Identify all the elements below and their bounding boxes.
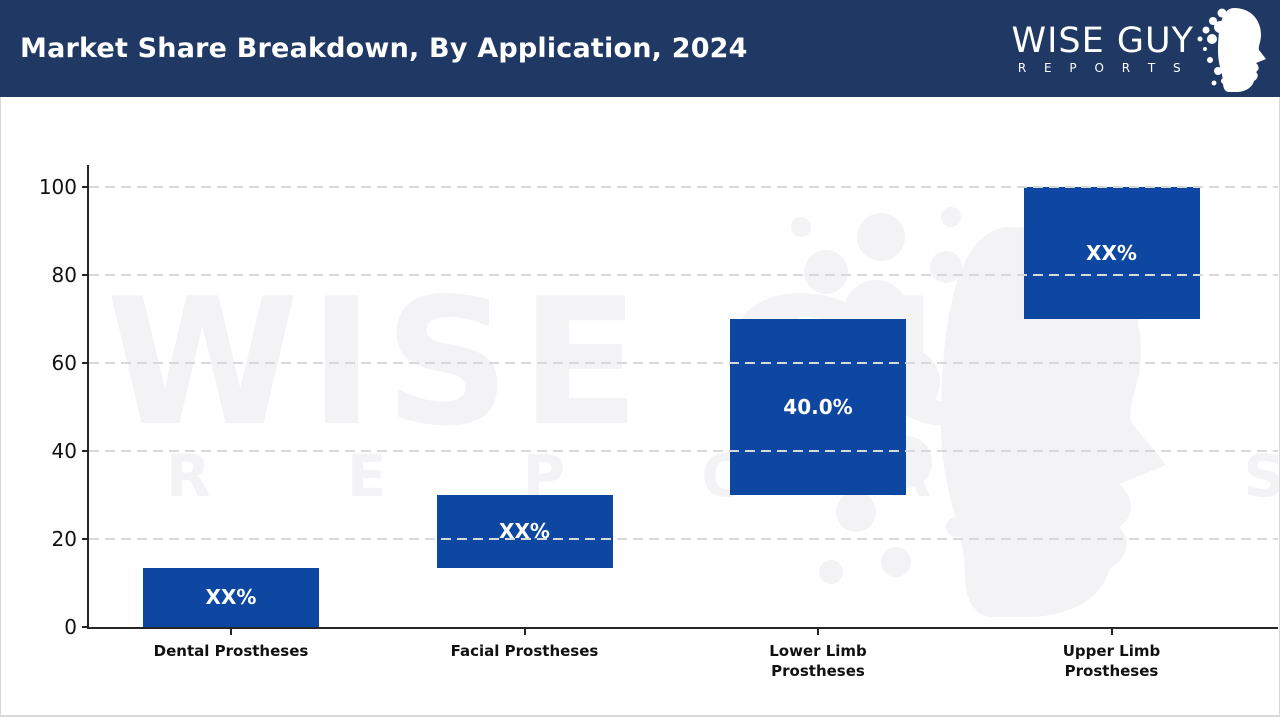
x-axis-spine (87, 627, 1278, 629)
y-axis-spine (87, 165, 89, 629)
gridline-y100 (89, 186, 1278, 188)
ytick-label-y60: 60 (51, 351, 77, 375)
xcat-label-0: Dental Prostheses (153, 642, 309, 660)
wise-guy-reports-logo: WISE GUY R E P O R T S (1011, 0, 1268, 97)
ytick-mark-y20 (82, 538, 89, 540)
ytick-label-y20: 20 (51, 527, 77, 551)
logo-face-icon (1197, 7, 1266, 92)
xcat-label-3: Upper Limb Prostheses (1062, 642, 1161, 681)
gridline-y80 (89, 274, 1278, 276)
ytick-mark-y100 (82, 186, 89, 188)
ytick-label-y0: 0 (64, 615, 77, 639)
bar-value-label-upper-limb-prostheses: XX% (1086, 241, 1137, 265)
gridline-y60 (89, 362, 1278, 364)
xtick-mark-0 (230, 628, 232, 635)
logo-wordmark: WISE GUY (1011, 20, 1194, 61)
ytick-mark-y0 (82, 626, 89, 628)
bar-value-label-facial-prostheses: XX% (499, 519, 550, 544)
bar-facial-prostheses (436, 495, 613, 568)
logo-text: WISE GUY R E P O R T S (1011, 20, 1194, 75)
ytick-mark-y80 (82, 274, 89, 276)
logo-subtitle: R E P O R T S (1017, 60, 1188, 75)
xcat-label-1: Facial Prostheses (450, 642, 599, 660)
xtick-mark-3 (1110, 628, 1113, 635)
xcat-label-2: Lower Limb Prostheses (769, 642, 867, 681)
bar-dental-prostheses (143, 567, 319, 627)
bar-value-label-dental-prostheses: XX% (205, 585, 257, 610)
gridline-y20 (89, 538, 1278, 540)
gridline-y40 (89, 450, 1278, 452)
ytick-mark-y60 (82, 362, 89, 364)
ytick-label-y80: 80 (51, 263, 77, 287)
page-title: Market Share Breakdown, By Application, … (20, 33, 748, 64)
xtick-mark-1 (523, 628, 526, 635)
watermark-subtitle: R E P O R T S (166, 442, 1280, 510)
bar-value-label-lower-limb-prostheses: 40.0% (783, 395, 853, 419)
xtick-mark-2 (817, 628, 819, 635)
chart-canvas: WISE GUY R E P O R T S XX% XX% 40.0% XX% 0 20… (0, 97, 1280, 717)
ytick-label-y100: 100 (38, 175, 77, 199)
ytick-mark-y40 (82, 450, 89, 452)
ytick-label-y40: 40 (51, 439, 77, 463)
header-band: Market Share Breakdown, By Application, … (0, 0, 1280, 97)
